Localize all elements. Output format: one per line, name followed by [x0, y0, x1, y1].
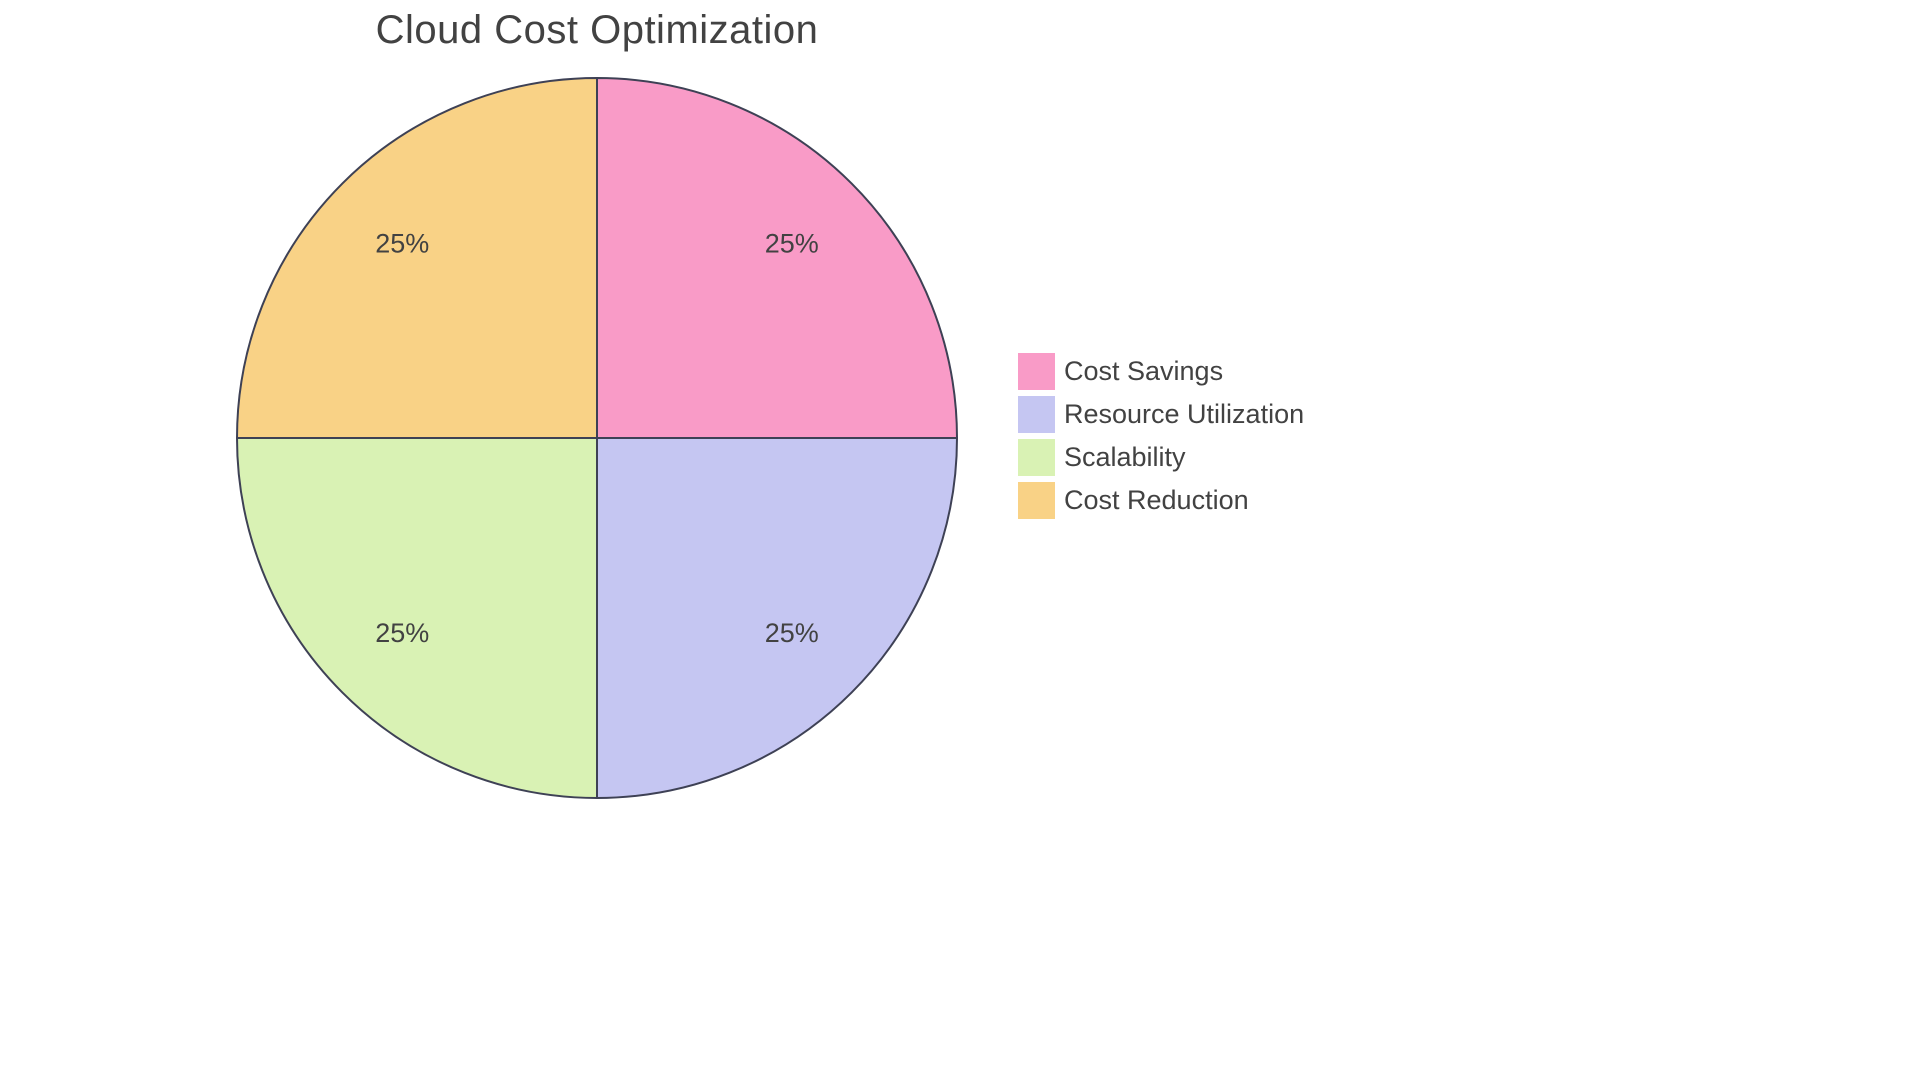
- pie-slice-cost-savings: [596, 77, 958, 439]
- pie-chart: 25% 25% 25% 25%: [236, 77, 958, 799]
- legend-swatch-scalability: [1018, 439, 1055, 476]
- pie-slice-resource-utilization: [596, 437, 958, 799]
- slice-value-label-cost-reduction: 25%: [375, 229, 429, 259]
- legend-item-cost-reduction: Cost Reduction: [1018, 482, 1304, 519]
- slice-value-label-scalability: 25%: [375, 618, 429, 648]
- legend-item-resource-utilization: Resource Utilization: [1018, 396, 1304, 433]
- pie-slice-scalability: [236, 437, 598, 799]
- slice-value-label-cost-savings: 25%: [765, 229, 819, 259]
- legend-swatch-cost-savings: [1018, 353, 1055, 390]
- legend: Cost Savings Resource Utilization Scalabil…: [1018, 353, 1304, 519]
- legend-label-cost-reduction: Cost Reduction: [1064, 485, 1249, 515]
- legend-label-cost-savings: Cost Savings: [1064, 356, 1224, 386]
- legend-swatch-resource-utilization: [1018, 396, 1055, 433]
- legend-label-scalability: Scalability: [1064, 442, 1186, 472]
- slice-value-label-resource-utilization: 25%: [765, 618, 819, 648]
- legend-swatch-cost-reduction: [1018, 482, 1055, 519]
- legend-item-scalability: Scalability: [1018, 439, 1304, 476]
- pie-slice-cost-reduction: [236, 77, 598, 439]
- legend-label-resource-utilization: Resource Utilization: [1064, 399, 1305, 429]
- chart-title: Cloud Cost Optimization: [375, 8, 819, 52]
- legend-item-cost-savings: Cost Savings: [1018, 353, 1304, 390]
